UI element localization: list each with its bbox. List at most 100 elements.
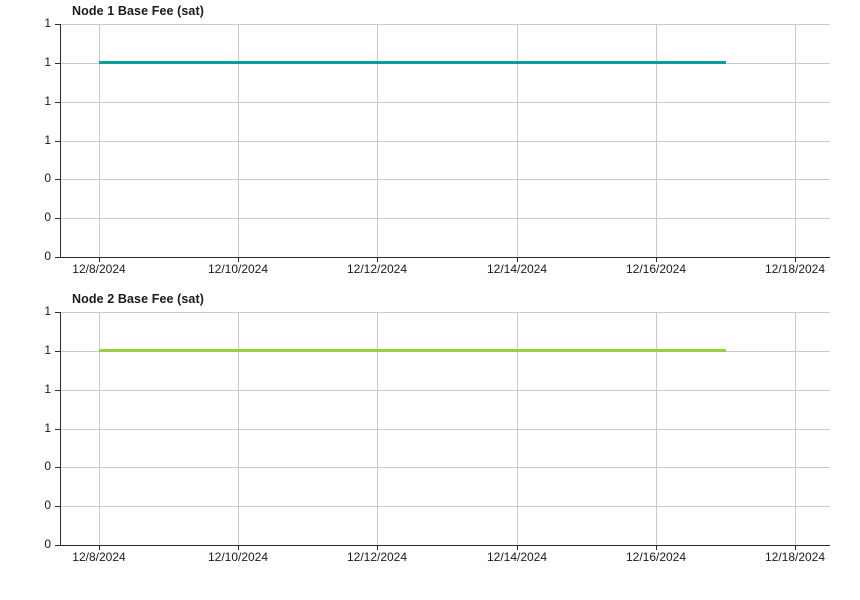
gridline-vertical <box>377 312 378 545</box>
gridline-vertical <box>99 312 100 545</box>
gridline-vertical <box>517 312 518 545</box>
gridline-vertical <box>238 312 239 545</box>
series-line-segment <box>586 61 657 65</box>
gridline-horizontal <box>60 390 830 391</box>
series-line-segment <box>655 61 727 65</box>
series-line-segment <box>447 349 518 353</box>
y-axis-tick-label: 0 <box>44 210 51 224</box>
y-axis-tick <box>55 63 60 64</box>
plot-area <box>60 312 830 545</box>
y-axis-tick <box>55 312 60 313</box>
plot-area <box>60 24 830 257</box>
x-axis-tick-label: 12/12/2024 <box>346 262 408 276</box>
gridline-horizontal <box>60 312 830 313</box>
y-axis-tick <box>55 179 60 180</box>
y-axis-spine <box>60 24 61 258</box>
x-axis-tick-label: 12/8/2024 <box>72 550 126 564</box>
series-line-segment <box>168 349 240 353</box>
x-axis-tick <box>99 257 100 262</box>
gridline-horizontal <box>60 179 830 180</box>
chart-title: Node 2 Base Fee (sat) <box>72 292 205 306</box>
y-axis-tick <box>55 257 60 258</box>
gridline-horizontal <box>60 102 830 103</box>
x-axis-tick-label: 12/18/2024 <box>764 550 826 564</box>
series-line-segment <box>307 61 379 65</box>
gridline-vertical <box>656 312 657 545</box>
y-axis-tick-label: 1 <box>44 133 51 147</box>
x-axis-tick <box>795 257 796 262</box>
y-axis-tick <box>55 429 60 430</box>
x-axis-tick-label: 12/12/2024 <box>346 550 408 564</box>
y-axis-tick <box>55 390 60 391</box>
gridline-horizontal <box>60 429 830 430</box>
gridline-vertical <box>99 24 100 257</box>
series-line-segment <box>516 349 588 353</box>
x-axis-tick <box>795 545 796 550</box>
y-axis-tick-label: 1 <box>44 55 51 69</box>
gridline-horizontal <box>60 467 830 468</box>
y-axis-tick <box>55 351 60 352</box>
gridline-horizontal <box>60 141 830 142</box>
x-axis-tick <box>517 545 518 550</box>
chart-panel-node-1: Node 1 Base Fee (sat) 1 1 1 1 0 0 0 12/8/2024 1… <box>0 0 860 290</box>
gridline-horizontal <box>60 24 830 25</box>
x-axis-spine <box>60 257 830 258</box>
series-line-segment <box>447 61 518 65</box>
y-axis-tick-label: 0 <box>44 249 51 263</box>
x-axis-spine <box>60 545 830 546</box>
series-line-segment <box>168 61 240 65</box>
x-axis-tick <box>377 257 378 262</box>
x-axis-tick-label: 12/10/2024 <box>207 550 269 564</box>
series-line-segment <box>655 349 727 353</box>
series-line-segment <box>586 349 657 353</box>
y-axis-tick-label: 0 <box>44 498 51 512</box>
gridline-vertical <box>656 24 657 257</box>
gridline-vertical <box>795 312 796 545</box>
y-axis-tick <box>55 545 60 546</box>
y-axis-tick <box>55 24 60 25</box>
x-axis-tick-label: 12/10/2024 <box>207 262 269 276</box>
y-axis-tick-label: 1 <box>44 304 51 318</box>
y-axis-tick <box>55 218 60 219</box>
x-axis-tick-label: 12/14/2024 <box>486 262 548 276</box>
y-axis-tick-label: 0 <box>44 171 51 185</box>
gridline-vertical <box>795 24 796 257</box>
chart-panel-node-2: Node 2 Base Fee (sat) 1 1 1 1 0 0 0 12/8/2024 1… <box>0 288 860 578</box>
y-axis-tick <box>55 506 60 507</box>
series-line-segment <box>377 349 448 353</box>
gridline-vertical <box>238 24 239 257</box>
y-axis-tick-label: 1 <box>44 94 51 108</box>
y-axis-tick-label: 1 <box>44 382 51 396</box>
chart-title: Node 1 Base Fee (sat) <box>72 4 205 18</box>
x-axis-tick <box>238 545 239 550</box>
series-line-segment <box>307 349 379 353</box>
gridline-horizontal <box>60 218 830 219</box>
y-axis-tick-label: 1 <box>44 343 51 357</box>
gridline-horizontal <box>60 506 830 507</box>
x-axis-tick <box>238 257 239 262</box>
x-axis-tick-label: 12/14/2024 <box>486 550 548 564</box>
y-axis-tick <box>55 141 60 142</box>
y-axis-spine <box>60 312 61 546</box>
x-axis-tick <box>377 545 378 550</box>
y-axis-tick-label: 0 <box>44 459 51 473</box>
y-axis-tick-label: 1 <box>44 16 51 30</box>
series-line-segment <box>99 61 170 65</box>
x-axis-tick-label: 12/16/2024 <box>625 550 687 564</box>
x-axis-tick <box>99 545 100 550</box>
x-axis-tick <box>656 257 657 262</box>
y-axis-tick <box>55 467 60 468</box>
x-axis-tick <box>517 257 518 262</box>
series-line-segment <box>238 61 309 65</box>
y-axis-tick-label: 0 <box>44 537 51 551</box>
x-axis-tick-label: 12/16/2024 <box>625 262 687 276</box>
y-axis-tick-label: 1 <box>44 421 51 435</box>
y-axis-tick <box>55 102 60 103</box>
x-axis-tick-label: 12/18/2024 <box>764 262 826 276</box>
x-axis-tick-label: 12/8/2024 <box>72 262 126 276</box>
gridline-vertical <box>517 24 518 257</box>
series-line-segment <box>238 349 309 353</box>
series-line-segment <box>99 349 170 353</box>
x-axis-tick <box>656 545 657 550</box>
